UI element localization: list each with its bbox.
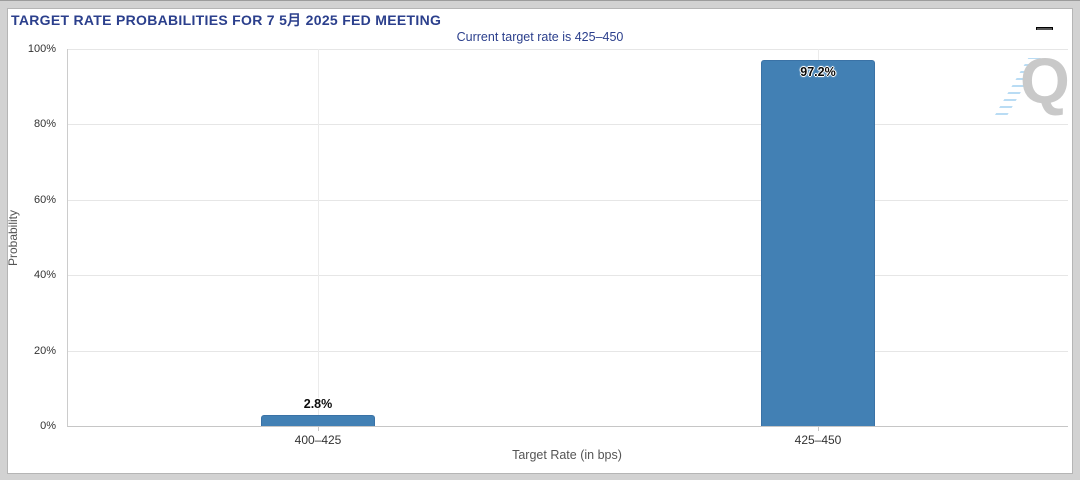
x-tick-mark	[318, 426, 319, 431]
y-tick-label: 40%	[33, 269, 56, 282]
x-gridline	[318, 49, 319, 426]
y-tick-label: 20%	[33, 344, 56, 357]
plot-area: 2.8% 400–425 97.2% 425–450	[67, 49, 1068, 447]
x-tick-mark	[818, 426, 819, 431]
y-gridline	[68, 199, 1068, 201]
x-axis-title: Target Rate (in bps)	[512, 448, 622, 462]
y-gridline	[68, 350, 1068, 352]
chart-context-menu-button[interactable]	[1036, 11, 1054, 30]
chart-subtitle: Current target rate is 425–450	[456, 30, 624, 44]
x-category-label: 400–425	[294, 433, 342, 447]
y-tick-label: 0%	[40, 420, 56, 432]
bar-value-label: 97.2%	[800, 64, 836, 79]
y-tick-label: 100%	[27, 43, 56, 55]
probability-bar-425–450[interactable]	[761, 59, 875, 426]
y-gridline	[68, 124, 1068, 126]
y-gridline	[68, 49, 1068, 50]
chart-panel	[7, 8, 1073, 474]
y-axis-tick-labels: 0% 20% 40% 60% 80% 100%	[0, 43, 61, 432]
probability-bar-400–425[interactable]	[261, 415, 375, 426]
x-category-label: 425–450	[794, 433, 842, 447]
y-gridline	[68, 275, 1068, 277]
q-logo-watermark-icon: Q	[1020, 45, 1070, 117]
bar-value-label: 2.8%	[303, 397, 333, 412]
y-tick-label: 60%	[33, 193, 56, 206]
y-tick-label: 80%	[33, 118, 56, 131]
chart-title: TARGET RATE PROBABILITIES FOR 7 5月 2025 …	[11, 12, 442, 28]
